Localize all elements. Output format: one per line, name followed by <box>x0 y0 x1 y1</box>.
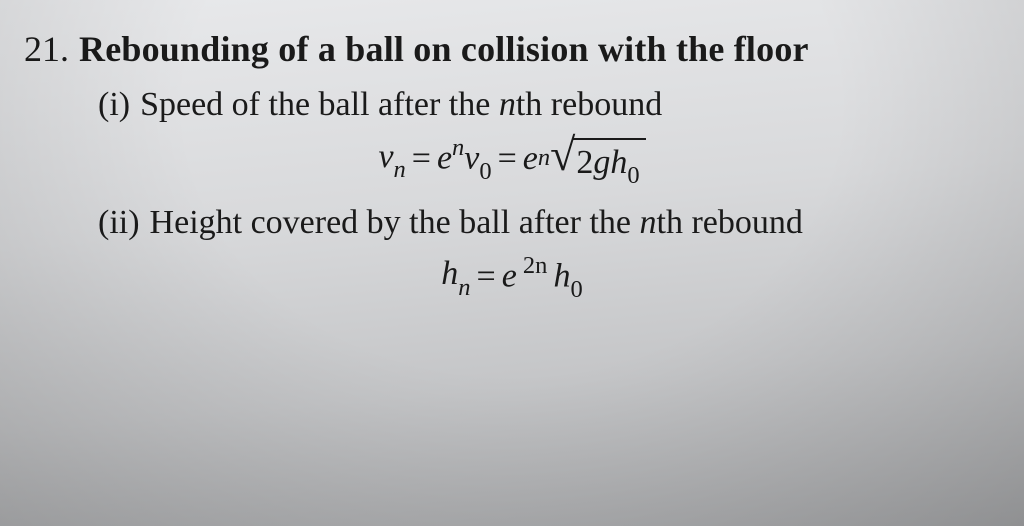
part-i-italic-n: n <box>499 86 516 123</box>
eq-i-rhs2: en √ 2gh0 <box>523 135 646 185</box>
eq-i-rhs1-var: v <box>464 140 479 177</box>
equation-i: vn = env0 = en √ 2gh0 <box>24 135 1000 185</box>
eq-i-rhs1: env0 <box>437 135 492 183</box>
part-ii: (ii) Height covered by the ball after th… <box>98 202 1000 245</box>
part-ii-text-after: th rebound <box>657 204 803 241</box>
equation-ii-inner: hn = e 2n h0 <box>441 253 582 301</box>
part-i: (i) Speed of the ball after the nth rebo… <box>98 84 1000 127</box>
question-number: 21. <box>24 28 69 70</box>
eq-ii-rhs-sub: 0 <box>571 276 583 303</box>
part-ii-text-before: Height covered by the ball after the <box>150 204 640 241</box>
eq-i-rhs1-exp: n <box>452 134 464 161</box>
part-ii-label: (ii) <box>98 204 140 242</box>
part-ii-text-row: (ii) Height covered by the ball after th… <box>98 202 1000 245</box>
eq-i-rhs1-base: e <box>437 140 452 177</box>
radicand-h: h <box>610 144 627 181</box>
eq-i-equals-2: = <box>498 140 517 178</box>
radicand-g: g <box>593 144 610 181</box>
eq-i-lhs-var: v <box>378 138 393 175</box>
part-i-text-before: Speed of the ball after the <box>140 86 499 123</box>
eq-ii-lhs-sub: n <box>458 274 470 301</box>
eq-ii-lhs-var: h <box>441 255 458 292</box>
equation-ii: hn = e 2n h0 <box>24 253 1000 301</box>
part-i-text: Speed of the ball after the nth rebound <box>140 84 662 127</box>
part-i-text-after: th rebound <box>516 86 662 123</box>
radicand-2: 2 <box>576 144 593 181</box>
eq-i-lhs-sub: n <box>394 156 406 183</box>
equation-i-inner: vn = env0 = en √ 2gh0 <box>378 135 645 185</box>
part-i-text-row: (i) Speed of the ball after the nth rebo… <box>98 84 1000 127</box>
eq-ii-lhs: hn <box>441 255 470 299</box>
eq-i-rhs1-sub: 0 <box>479 158 491 185</box>
radicand-h-sub: 0 <box>627 162 639 189</box>
eq-i-equals-1: = <box>412 140 431 178</box>
page-content: 21. Rebounding of a ball on collision wi… <box>24 28 1000 301</box>
sqrt: √ 2gh0 <box>550 135 645 185</box>
eq-i-rhs2-base: e <box>523 140 538 178</box>
question-heading: 21. Rebounding of a ball on collision wi… <box>24 28 1000 70</box>
part-i-label: (i) <box>98 86 130 124</box>
eq-ii-rhs-base: e <box>502 257 517 294</box>
part-ii-italic-n: n <box>640 204 657 241</box>
radicand: 2gh0 <box>572 138 645 188</box>
eq-ii-rhs-exp: 2n <box>517 252 554 279</box>
eq-ii-rhs-var: h <box>554 257 571 294</box>
eq-i-lhs: vn <box>378 138 405 182</box>
part-ii-text: Height covered by the ball after the nth… <box>150 202 803 245</box>
eq-ii-equals: = <box>477 258 496 296</box>
eq-ii-rhs-exp-text: 2n <box>523 252 547 279</box>
eq-i-rhs2-exp: n <box>538 144 550 172</box>
question-title: Rebounding of a ball on collision with t… <box>79 28 809 70</box>
eq-ii-rhs: e 2n h0 <box>502 253 583 301</box>
